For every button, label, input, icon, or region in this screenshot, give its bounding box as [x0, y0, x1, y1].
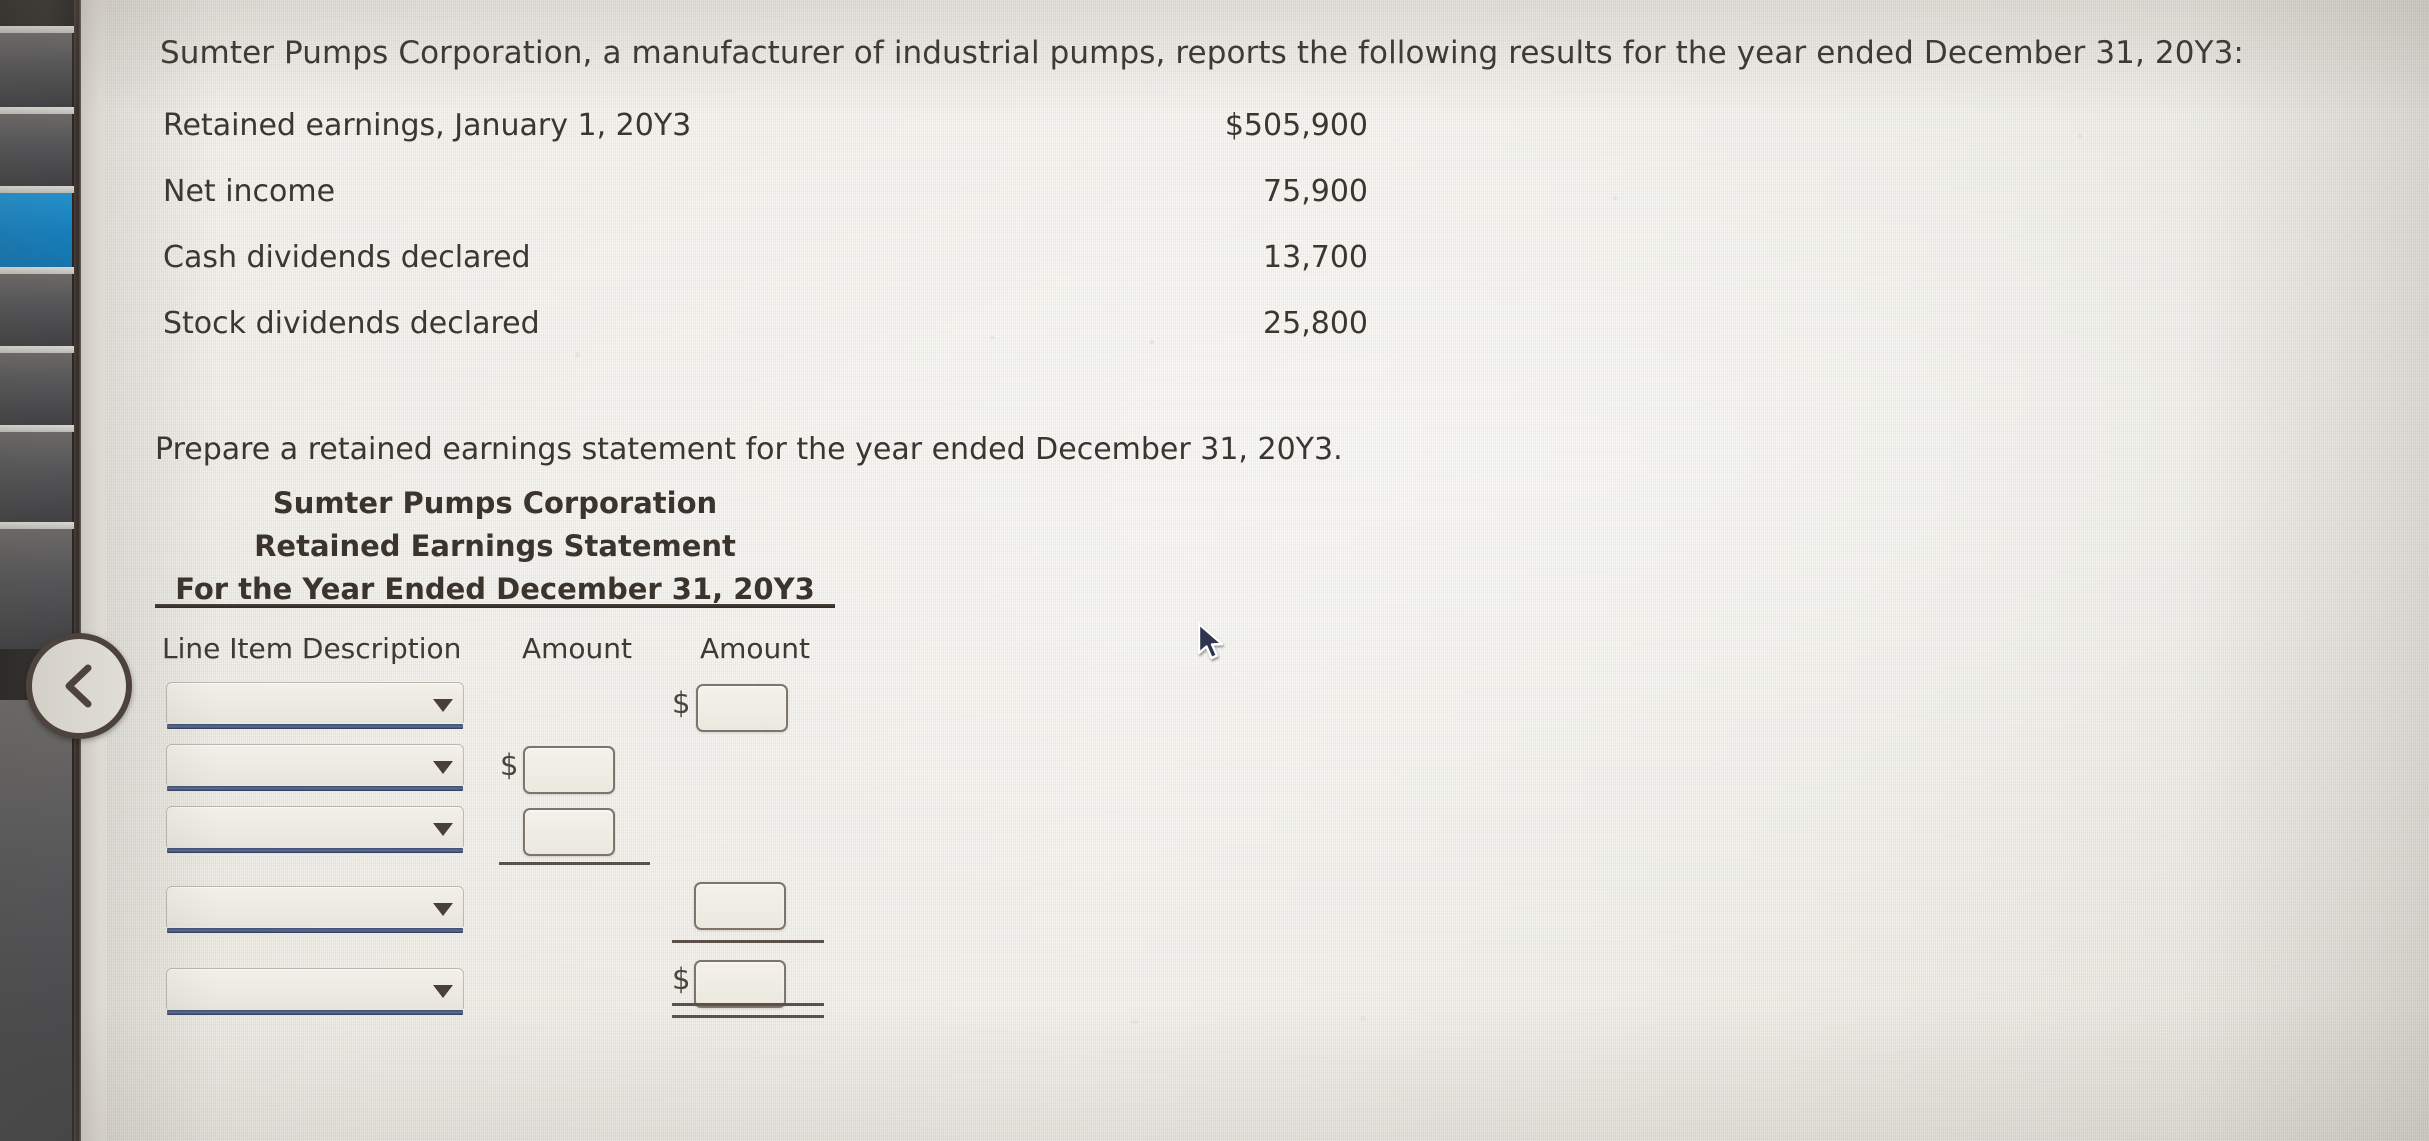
- total-double-rule: [672, 1003, 824, 1018]
- statement-title: Retained Earnings Statement: [254, 529, 736, 563]
- line-item-dropdown-1[interactable]: [166, 682, 464, 729]
- dollar-sign-row-1: $: [672, 686, 691, 720]
- photo-speck: [1613, 196, 1617, 200]
- photo-speck: [1360, 1016, 1366, 1021]
- fact-value-net-income: 75,900: [1263, 174, 1368, 209]
- chevron-down-icon: [433, 903, 453, 916]
- photo-speck: [2078, 134, 2082, 138]
- rail-divider: [0, 267, 74, 274]
- rail-band-2[interactable]: [0, 114, 72, 186]
- mouse-pointer-icon: [1196, 622, 1230, 662]
- rail-divider: [0, 186, 74, 193]
- rail-divider: [0, 346, 74, 353]
- instruction-text: Prepare a retained earnings statement fo…: [155, 432, 1343, 467]
- fact-label-retained-earnings: Retained earnings, January 1, 20Y3: [163, 108, 692, 143]
- fact-value-stock-dividends: 25,800: [1263, 306, 1368, 341]
- rail-divider: [0, 107, 74, 114]
- amount-input-row-5-col-2[interactable]: [694, 960, 786, 1008]
- fact-value-retained-earnings: $505,900: [1224, 108, 1368, 143]
- statement-company-name: Sumter Pumps Corporation: [272, 486, 718, 520]
- amount-input-row-1-col-2[interactable]: [696, 684, 788, 732]
- rail-band-8[interactable]: [0, 700, 72, 1141]
- dollar-sign-row-5: $: [672, 962, 691, 996]
- column-header-amount-2: Amount: [700, 632, 811, 665]
- line-item-dropdown-4[interactable]: [166, 886, 464, 933]
- rail-band-6[interactable]: [0, 432, 72, 522]
- amount-input-row-2-col-1[interactable]: [523, 746, 615, 794]
- subtotal-rule-col-2: [672, 940, 824, 943]
- rail-divider: [0, 522, 74, 529]
- rail-band-1[interactable]: [0, 33, 72, 107]
- dollar-sign-row-2: $: [500, 748, 519, 782]
- photo-speck: [990, 336, 995, 339]
- amount-input-row-3-col-1[interactable]: [523, 808, 615, 856]
- fact-label-net-income: Net income: [163, 174, 336, 209]
- rail-band-active[interactable]: [0, 193, 72, 267]
- problem-intro-text: Sumter Pumps Corporation, a manufacturer…: [160, 35, 2244, 71]
- column-header-description: Line Item Description: [162, 632, 462, 665]
- photo-speck: [1130, 1020, 1139, 1024]
- chevron-down-icon: [433, 985, 453, 998]
- fact-value-cash-dividends: 13,700: [1263, 240, 1368, 275]
- rail-band-7[interactable]: [0, 529, 72, 649]
- left-sidebar: [0, 0, 80, 1141]
- line-item-dropdown-5[interactable]: [166, 968, 464, 1015]
- chevron-down-icon: [433, 761, 453, 774]
- chevron-down-icon: [433, 699, 453, 712]
- statement-header-rule: [155, 604, 835, 608]
- sidebar-edge: [74, 0, 81, 1141]
- rail-band-5[interactable]: [0, 353, 72, 425]
- line-item-dropdown-3[interactable]: [166, 806, 464, 853]
- chevron-left-icon: [57, 660, 101, 712]
- chevron-down-icon: [433, 823, 453, 836]
- line-item-dropdown-2[interactable]: [166, 744, 464, 791]
- amount-input-row-4-col-2[interactable]: [694, 882, 786, 930]
- photo-speck: [908, 443, 912, 447]
- photo-speck: [1150, 340, 1154, 344]
- column-header-amount-1: Amount: [522, 632, 633, 665]
- photo-speck: [575, 352, 580, 358]
- fact-label-stock-dividends: Stock dividends declared: [163, 306, 540, 341]
- rail-divider: [0, 26, 74, 33]
- fact-label-cash-dividends: Cash dividends declared: [163, 240, 531, 275]
- statement-period: For the Year Ended December 31, 20Y3: [175, 572, 815, 606]
- rail-band-4[interactable]: [0, 274, 72, 346]
- subtotal-rule-col-1: [499, 862, 650, 865]
- back-button[interactable]: [26, 633, 132, 739]
- rail-divider: [0, 425, 74, 432]
- page-left-margin: [81, 0, 107, 1141]
